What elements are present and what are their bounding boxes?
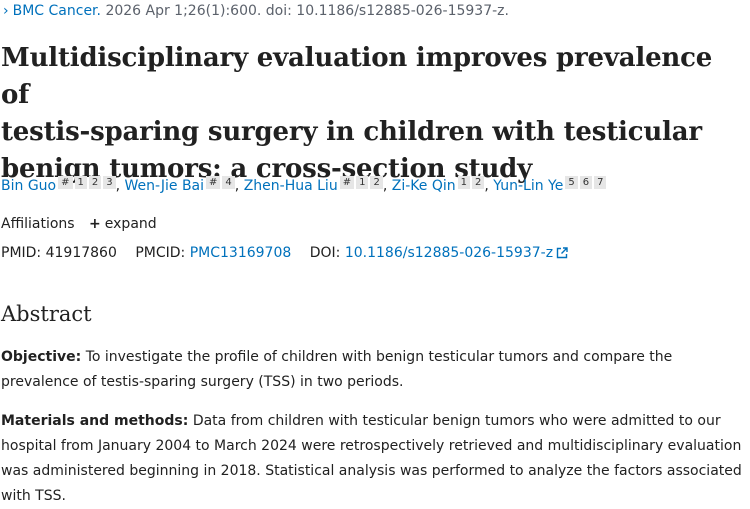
pmid-label: PMID: bbox=[1, 245, 42, 261]
pmid-value: 41917860 bbox=[45, 245, 117, 261]
citation-details: 2026 Apr 1;26(1):600. doi: 10.1186/s1288… bbox=[105, 3, 509, 19]
title-line: Multidisciplinary evaluation improves pr… bbox=[1, 43, 713, 110]
author-mark[interactable]: 2 bbox=[370, 176, 383, 189]
abstract-methods: Materials and methods: Data from childre… bbox=[1, 409, 747, 509]
author-mark[interactable]: 3 bbox=[103, 176, 116, 189]
methods-text: Data from children with testicular benig… bbox=[1, 413, 742, 504]
author-link[interactable]: Yun-Lin Ye bbox=[493, 178, 564, 194]
author-mark[interactable]: # bbox=[206, 176, 221, 189]
doi-label: DOI: bbox=[309, 245, 341, 261]
author-mark[interactable]: 2 bbox=[472, 176, 485, 189]
doi-link[interactable]: 10.1186/s12885-026-15937-z bbox=[344, 245, 554, 261]
author-mark[interactable]: # bbox=[339, 176, 355, 189]
objective-text: To investigate the profile of children w… bbox=[1, 349, 673, 390]
plus-icon: + bbox=[89, 216, 101, 232]
abstract-heading: Abstract bbox=[1, 302, 92, 326]
journal-link[interactable]: BMC Cancer. bbox=[12, 3, 101, 19]
author-mark[interactable]: 5 bbox=[565, 176, 578, 189]
author-link[interactable]: Zhen-Hua Liu bbox=[243, 178, 338, 194]
author-link[interactable]: Zi-Ke Qin bbox=[391, 178, 456, 194]
author-mark[interactable]: 1 bbox=[356, 176, 369, 189]
author-list: Bin Guo #1 2 3, Wen-Jie Bai #4, Zhen-Hua Liu… bbox=[1, 176, 607, 194]
author-mark[interactable]: 7 bbox=[594, 176, 607, 189]
expand-button[interactable]: + expand bbox=[89, 216, 157, 232]
title-line: testis-sparing surgery in children with … bbox=[1, 117, 702, 147]
chevron-right-icon[interactable]: › bbox=[3, 3, 9, 19]
author-mark[interactable]: 1 bbox=[74, 176, 87, 189]
author-mark[interactable]: 2 bbox=[88, 176, 102, 189]
article-title: Multidisciplinary evaluation improves pr… bbox=[1, 40, 749, 188]
objective-label: Objective: bbox=[1, 349, 82, 365]
author-mark[interactable]: # bbox=[58, 176, 73, 189]
methods-label: Materials and methods: bbox=[1, 413, 189, 429]
expand-label: expand bbox=[104, 216, 157, 232]
author-mark[interactable]: 6 bbox=[579, 176, 593, 189]
author-link[interactable]: Wen-Jie Bai bbox=[124, 178, 205, 194]
author-link[interactable]: Bin Guo bbox=[1, 178, 57, 194]
pmcid-label: PMCID: bbox=[135, 245, 186, 261]
author-mark[interactable]: 1 bbox=[457, 176, 470, 189]
affiliations-label: Affiliations bbox=[1, 216, 75, 232]
citation-line: › BMC Cancer. 2026 Apr 1;26(1):600. doi: … bbox=[3, 3, 509, 19]
affiliations-row: Affiliations + expand bbox=[1, 216, 157, 232]
author-mark[interactable]: 4 bbox=[222, 176, 235, 189]
pmcid-link[interactable]: PMC13169708 bbox=[189, 245, 292, 261]
abstract-objective: Objective: To investigate the profile of… bbox=[1, 345, 747, 395]
external-link-icon[interactable] bbox=[556, 247, 568, 263]
identifiers-row: PMID: 41917860 PMCID: PMC13169708 DOI: 1… bbox=[1, 245, 568, 263]
